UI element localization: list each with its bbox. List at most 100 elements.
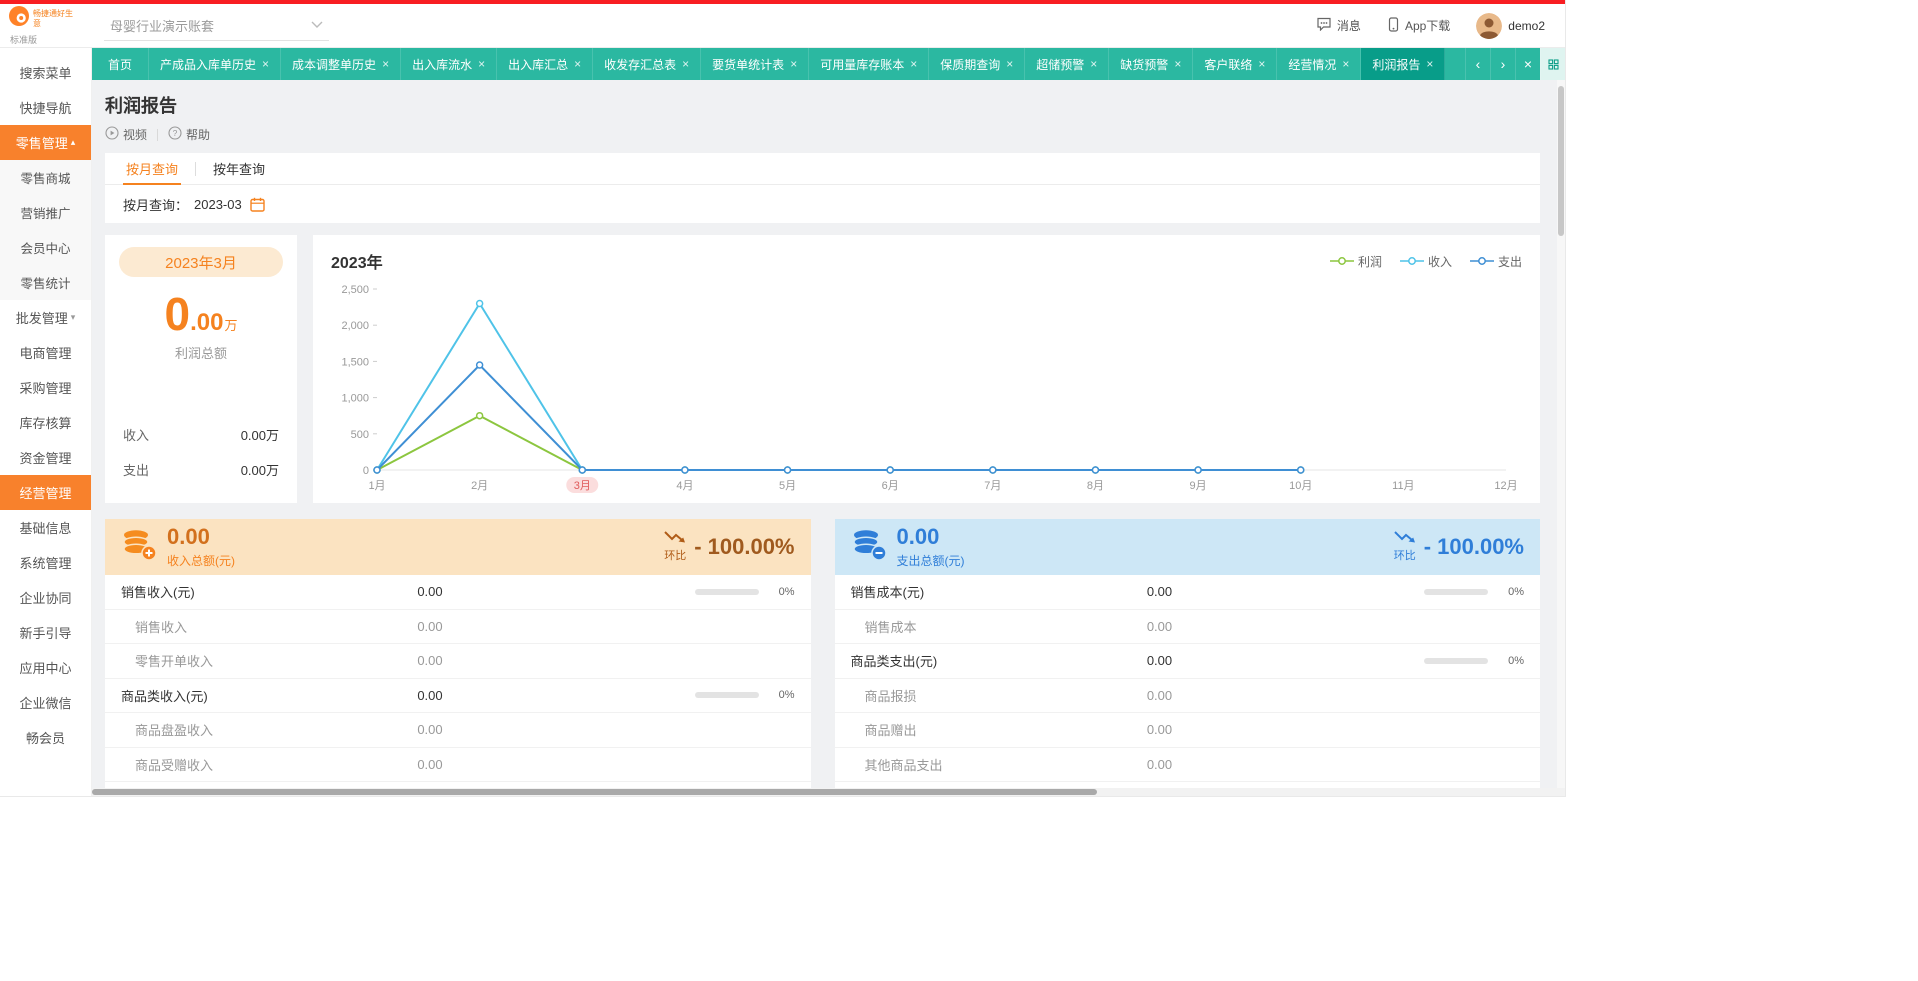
sidebar-item[interactable]: 批发管理 ▾ <box>0 300 91 335</box>
income-total-label: 收入总额(元) <box>167 553 235 568</box>
sidebar-item[interactable]: 电商管理 <box>0 335 91 370</box>
app-download-button[interactable]: App下载 <box>1387 16 1450 35</box>
trend-down-icon <box>1393 531 1416 546</box>
tab-item[interactable]: 收发存汇总表 × <box>593 48 702 80</box>
calendar-icon[interactable] <box>250 197 265 212</box>
account-select[interactable]: 母婴行业演示账套 <box>104 11 329 41</box>
tab-label: 产成品入库单历史 <box>160 57 257 72</box>
tab-close-icon[interactable]: × <box>382 57 390 71</box>
row-progress-bar <box>694 588 759 595</box>
legend-item[interactable]: 收入 <box>1399 253 1452 270</box>
sidebar-item-label: 会员中心 <box>20 242 71 256</box>
tab-scroll-left-button[interactable]: ‹ <box>1465 48 1490 80</box>
tab-item[interactable]: 经营情况 × <box>1277 48 1362 80</box>
sidebar-item-label: 新手引导 <box>19 626 72 641</box>
brand-logo[interactable]: 畅捷通好生意 标准版 <box>0 5 92 46</box>
tab-menu-button[interactable] <box>1540 48 1565 80</box>
tab-item[interactable]: 利润报告 × <box>1361 48 1446 80</box>
sidebar-item-label: 企业协同 <box>19 591 72 606</box>
sidebar-item[interactable]: 零售统计 <box>0 265 91 300</box>
legend-label: 收入 <box>1427 254 1452 269</box>
tab-close-icon[interactable]: × <box>790 57 798 71</box>
row-name: 其他商品支出 <box>864 757 943 773</box>
tab-item[interactable]: 客户联络 × <box>1193 48 1278 80</box>
tab-close-icon[interactable]: × <box>262 57 270 71</box>
tab-item[interactable]: 保质期查询 × <box>929 48 1026 80</box>
sidebar-item-label: 经营管理 <box>19 486 72 501</box>
legend-marker-icon <box>1469 257 1494 265</box>
sidebar-item[interactable]: 基础信息 <box>0 510 91 545</box>
tab-close-icon[interactable]: × <box>682 57 690 71</box>
profit-amount-label: 利润总额 <box>174 346 227 361</box>
tab-scroll-right-button[interactable]: › <box>1490 48 1515 80</box>
horizontal-scrollbar-thumb[interactable] <box>92 789 1097 795</box>
video-link[interactable]: 视频 <box>105 126 147 143</box>
tab-close-all-button[interactable]: × <box>1515 48 1540 80</box>
legend-item[interactable]: 利润 <box>1329 253 1382 270</box>
tab-close-icon[interactable]: × <box>910 57 918 71</box>
tab-item[interactable]: 缺货预警 × <box>1109 48 1194 80</box>
sidebar-item[interactable]: 零售商城 <box>0 160 91 195</box>
panel-row: 商品盘盈收入 0.00 <box>105 713 811 748</box>
panel-row: 商品赠出 0.00 <box>834 713 1540 748</box>
tab-close-icon[interactable]: × <box>574 57 582 71</box>
divider <box>195 161 197 176</box>
vertical-scrollbar-thumb[interactable] <box>1558 86 1564 236</box>
svg-text:1,000: 1,000 <box>341 393 369 405</box>
vertical-scrollbar[interactable] <box>1557 80 1565 788</box>
query-tab[interactable]: 按月查询 <box>123 153 182 185</box>
line-chart[interactable]: 0 500 1,000 1,500 2,000 2,500 1月 2月 3月 4月 5月 6月 7月 8月… <box>331 277 1522 493</box>
svg-text:1月: 1月 <box>368 480 385 492</box>
messages-button[interactable]: 消息 <box>1316 17 1361 34</box>
sidebar-item[interactable]: 经营管理 <box>0 475 91 510</box>
query-tab[interactable]: 按年查询 <box>213 162 266 177</box>
top-red-strip <box>0 0 1565 4</box>
tab-item[interactable]: 出入库流水 × <box>401 48 498 80</box>
tab-item[interactable]: 产成品入库单历史 × <box>149 48 282 80</box>
tab-close-icon[interactable]: × <box>1342 57 1350 71</box>
tab-close-icon[interactable]: × <box>1006 57 1014 71</box>
tab-label: 要货单统计表 <box>712 57 785 72</box>
sidebar-item[interactable]: 采购管理 <box>0 370 91 405</box>
tab-close-icon[interactable]: × <box>1426 57 1434 71</box>
tab-item[interactable]: 出入库汇总 × <box>497 48 594 80</box>
tab-close-icon[interactable]: × <box>1090 57 1098 71</box>
sidebar-item[interactable]: 企业微信 <box>0 685 91 720</box>
phone-icon <box>1387 16 1400 35</box>
tab-item[interactable]: 超储预警 × <box>1025 48 1110 80</box>
row-value: 0.00 <box>417 618 443 634</box>
sidebar-item[interactable]: 营销推广 <box>0 195 91 230</box>
sidebar-item[interactable]: 库存核算 <box>0 405 91 440</box>
tab-close-icon[interactable]: × <box>1174 57 1182 71</box>
tab-close-icon[interactable]: × <box>1258 57 1266 71</box>
sidebar-item-label: 零售统计 <box>20 277 71 291</box>
sidebar-item[interactable]: 零售管理 ▴ <box>0 125 91 160</box>
chart-legend: 利润 收入 支出 <box>1329 253 1522 270</box>
user-menu[interactable]: demo2 <box>1476 12 1545 39</box>
divider <box>157 128 159 141</box>
tab-label: 成本调整单历史 <box>292 57 377 72</box>
tab-home[interactable]: 首页 <box>92 48 150 80</box>
sidebar-item[interactable]: 会员中心 <box>0 230 91 265</box>
sidebar-item[interactable]: 畅会员 <box>0 720 91 755</box>
messages-label: 消息 <box>1336 19 1361 33</box>
sidebar-item[interactable]: 快捷导航 <box>0 90 91 125</box>
horizontal-scrollbar[interactable] <box>92 788 1565 796</box>
tab-item[interactable]: 要货单统计表 × <box>701 48 810 80</box>
sidebar-item[interactable]: 系统管理 <box>0 545 91 580</box>
row-value: 0.00 <box>1146 618 1173 634</box>
svg-text:2,500: 2,500 <box>341 284 369 296</box>
tab-item[interactable]: 可用量库存账本 × <box>809 48 930 80</box>
sidebar-item[interactable]: 新手引导 <box>0 615 91 650</box>
month-picker-value[interactable]: 2023-03 <box>194 196 242 212</box>
help-link[interactable]: ? 帮助 <box>168 126 210 143</box>
sidebar-item[interactable]: 企业协同 <box>0 580 91 615</box>
svg-text:9月: 9月 <box>1190 480 1207 492</box>
sidebar-item[interactable]: 搜索菜单 <box>0 55 91 90</box>
row-percent: 0% <box>1508 585 1524 598</box>
sidebar-item[interactable]: 应用中心 <box>0 650 91 685</box>
tab-item[interactable]: 成本调整单历史 × <box>281 48 402 80</box>
legend-item[interactable]: 支出 <box>1469 253 1522 270</box>
tab-close-icon[interactable]: × <box>478 57 486 71</box>
sidebar-item[interactable]: 资金管理 <box>0 440 91 475</box>
